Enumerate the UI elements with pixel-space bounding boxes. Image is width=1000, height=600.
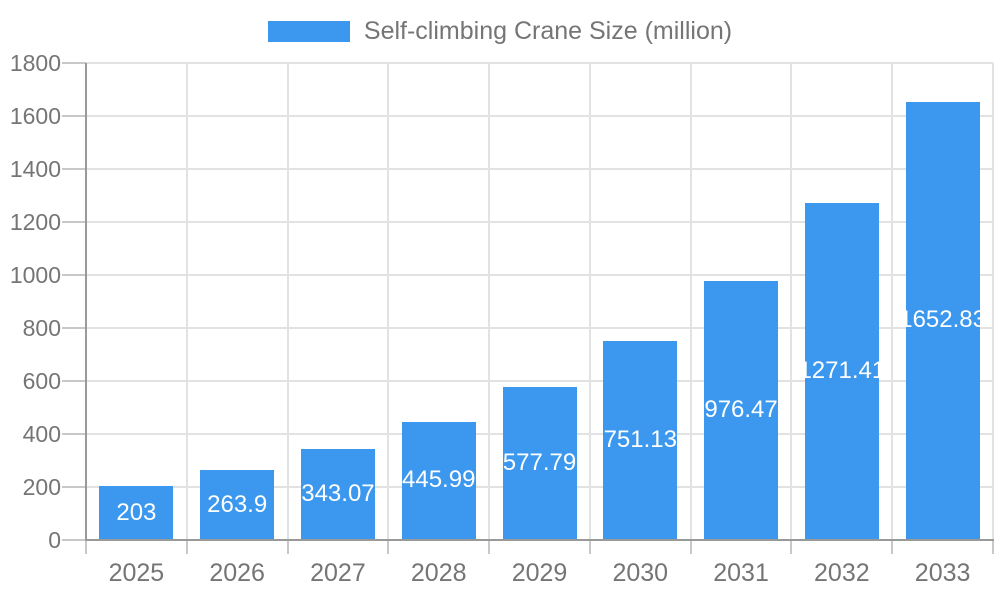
y-axis-label: 1400	[9, 156, 61, 182]
x-axis-label: 2028	[410, 559, 467, 587]
x-axis-label: 2027	[310, 559, 366, 587]
x-axis-label: 2025	[108, 559, 165, 587]
gridline-vertical	[387, 63, 390, 540]
y-axis-label: 400	[22, 421, 61, 447]
x-axis-label: 2030	[612, 559, 669, 587]
bar-2030[interactable]: 751.13	[603, 340, 678, 539]
gridline-vertical	[790, 63, 793, 540]
x-axis-tick	[588, 541, 591, 554]
y-axis-label: 600	[22, 368, 61, 394]
y-axis-tick	[62, 433, 86, 435]
y-axis-label: 200	[22, 474, 61, 500]
x-axis-line	[85, 539, 994, 541]
x-axis-tick	[488, 541, 491, 554]
y-axis-tick	[62, 380, 86, 382]
gridline-horizontal	[86, 115, 993, 117]
bar-value-label: 263.9	[207, 490, 268, 518]
x-axis-label: 2026	[209, 559, 265, 587]
gridline-vertical	[286, 63, 289, 540]
bar-2027[interactable]: 343.07	[300, 449, 375, 539]
bar-2026[interactable]: 263.9	[200, 470, 275, 539]
x-axis-tick	[85, 541, 87, 554]
x-axis-label: 2033	[914, 559, 971, 587]
gridline-vertical	[891, 63, 894, 540]
gridline-horizontal	[86, 327, 993, 329]
x-axis-tick	[790, 541, 793, 554]
bar-2032[interactable]: 1271.41	[804, 203, 879, 539]
x-axis-tick	[387, 541, 390, 554]
y-axis-label: 1200	[9, 209, 61, 235]
bar-2031[interactable]: 976.47	[704, 281, 779, 539]
y-axis-label: 1800	[9, 50, 61, 76]
y-axis-tick	[62, 168, 86, 170]
gridline-vertical	[588, 63, 591, 540]
bar-2025[interactable]: 203	[99, 486, 174, 539]
y-axis-label: 1000	[9, 262, 61, 288]
bar-value-label: 1652.83	[905, 306, 980, 334]
y-axis-tick	[62, 221, 86, 223]
legend-swatch	[267, 20, 350, 42]
y-axis-tick	[62, 115, 86, 117]
legend-label: Self-climbing Crane Size (million)	[363, 16, 733, 45]
gridline-vertical	[689, 63, 692, 540]
gridline-horizontal	[86, 380, 993, 382]
x-axis-tick	[992, 541, 994, 554]
x-axis-label: 2031	[713, 559, 769, 587]
y-axis-line	[85, 63, 87, 541]
bar-2028[interactable]: 445.99	[401, 421, 476, 539]
gridline-vertical	[488, 63, 491, 540]
x-axis-tick	[185, 541, 188, 554]
bar-value-label: 445.99	[402, 466, 476, 494]
bar-2033[interactable]: 1652.83	[905, 102, 980, 539]
bar-value-label: 343.07	[301, 480, 375, 508]
gridline-horizontal	[86, 62, 993, 64]
x-axis-tick	[286, 541, 289, 554]
gridline-horizontal	[86, 221, 993, 223]
y-axis-tick	[62, 539, 86, 541]
bar-2029[interactable]: 577.79	[502, 386, 577, 539]
y-axis-label: 800	[22, 315, 61, 341]
bar-value-label: 976.47	[704, 396, 778, 424]
y-axis-label: 1600	[9, 103, 61, 129]
y-axis-tick	[62, 327, 86, 329]
gridline-horizontal	[86, 274, 993, 276]
x-axis-tick	[891, 541, 894, 554]
y-axis-tick	[62, 486, 86, 488]
y-axis-tick	[62, 62, 86, 64]
bar-value-label: 577.79	[502, 448, 577, 476]
bar-value-label: 203	[116, 498, 157, 526]
y-axis-tick	[62, 274, 86, 276]
x-axis-label: 2032	[814, 559, 870, 587]
gridline-vertical	[185, 63, 188, 540]
x-axis-label: 2029	[511, 559, 568, 587]
x-axis-tick	[689, 541, 692, 554]
gridline-vertical	[992, 63, 994, 540]
bar-value-label: 1271.41	[804, 357, 879, 385]
gridline-horizontal	[86, 168, 993, 170]
y-axis-label: 0	[48, 527, 61, 553]
chart-legend[interactable]: Self-climbing Crane Size (million)	[0, 16, 1000, 46]
bar-value-label: 751.13	[603, 425, 677, 453]
